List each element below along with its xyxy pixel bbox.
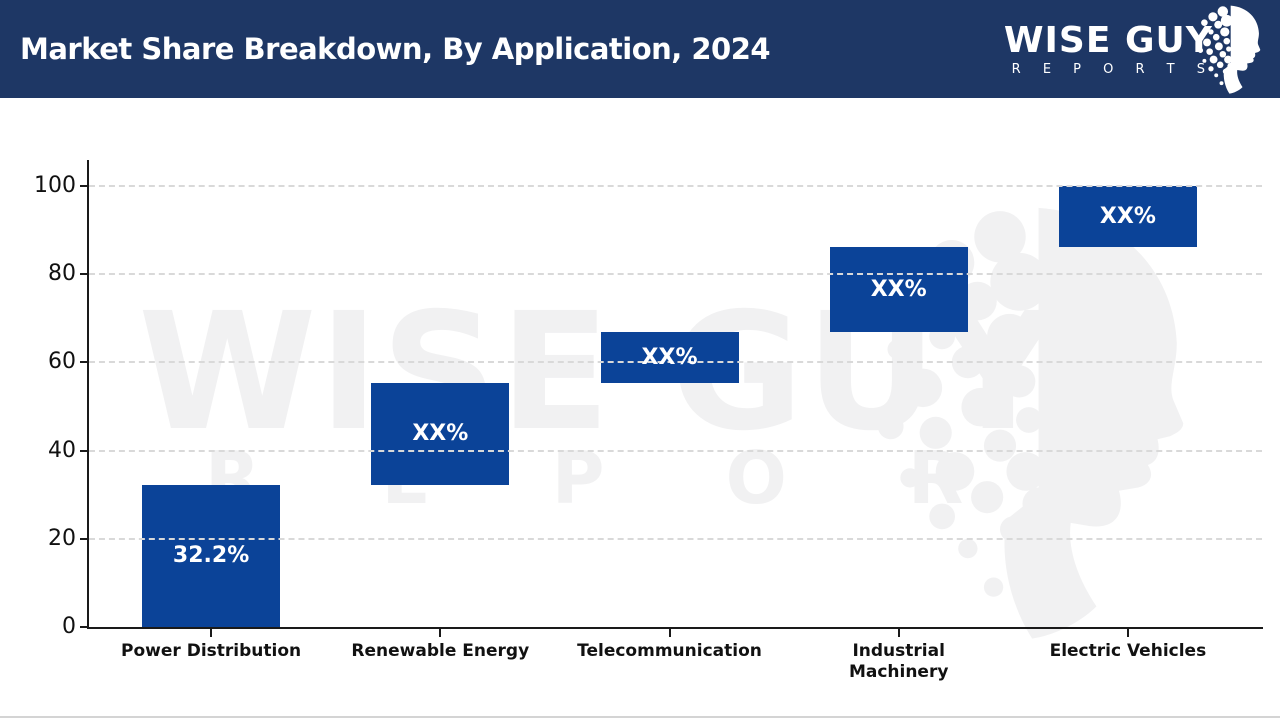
- bar-industrial-machinery: [829, 246, 968, 332]
- gridline-80: [89, 273, 1262, 276]
- category-label-electric-vehicles: Electric Vehicles: [1049, 641, 1207, 661]
- y-tick-mark-100: [80, 185, 87, 187]
- x-axis-spine: [87, 627, 1263, 629]
- y-tick-mark-20: [80, 537, 87, 540]
- logo-text: WISE GUY R E P O R T S: [1003, 19, 1214, 77]
- gridline-20: [89, 537, 1262, 540]
- gridline-100: [89, 185, 1262, 187]
- y-tick-mark-80: [80, 273, 87, 276]
- bar-renewable-energy: [371, 382, 510, 485]
- y-tick-label-80: 80: [48, 261, 76, 287]
- y-tick-label-60: 60: [48, 349, 76, 375]
- x-tick-mark-telecommunication: [668, 629, 671, 637]
- x-tick-mark-industrial-machinery: [897, 629, 900, 637]
- bottom-divider: [0, 716, 1280, 718]
- y-tick-label-40: 40: [48, 437, 76, 463]
- gridline-60: [89, 361, 1262, 364]
- category-label-telecommunication: Telecommunication: [577, 641, 762, 661]
- bar-value-label: XX%: [641, 344, 698, 370]
- header-banner: Market Share Breakdown, By Application, …: [0, 0, 1280, 98]
- logo-name: WISE GUY: [1003, 19, 1213, 61]
- category-label-industrial-machinery: Industrial Machinery: [848, 641, 949, 683]
- y-tick-mark-60: [80, 361, 87, 364]
- bar-power-distribution: [142, 484, 281, 627]
- y-tick-label-0: 0: [62, 614, 76, 639]
- y-tick-label-100: 100: [34, 173, 76, 198]
- x-tick-mark-renewable-energy: [439, 629, 442, 637]
- x-tick-mark-electric-vehicles: [1126, 629, 1129, 637]
- y-tick-mark-0: [80, 626, 87, 628]
- chart-title: Market Share Breakdown, By Application, …: [20, 32, 771, 66]
- category-label-renewable-energy: Renewable Energy: [351, 641, 530, 661]
- x-tick-mark-power-distribution: [210, 629, 213, 637]
- bar-value-label: XX%: [1099, 203, 1156, 229]
- bar-electric-vehicles: [1058, 186, 1197, 247]
- bar-telecommunication: [600, 331, 739, 383]
- gridline-40: [89, 449, 1262, 452]
- y-tick-mark-40: [80, 449, 87, 452]
- logo-tagline: R E P O R T S: [1011, 61, 1214, 77]
- dotted-head-profile-icon: [1197, 5, 1261, 94]
- bar-value-label: 32.2%: [172, 543, 250, 569]
- y-tick-label-20: 20: [48, 525, 76, 551]
- bar-value-label: XX%: [870, 276, 927, 302]
- wise-guy-reports-logo: WISE GUY R E P O R T S: [1003, 0, 1274, 98]
- bar-value-label: XX%: [412, 421, 469, 447]
- y-axis-spine: [87, 160, 89, 629]
- category-label-power-distribution: Power Distribution: [121, 641, 302, 661]
